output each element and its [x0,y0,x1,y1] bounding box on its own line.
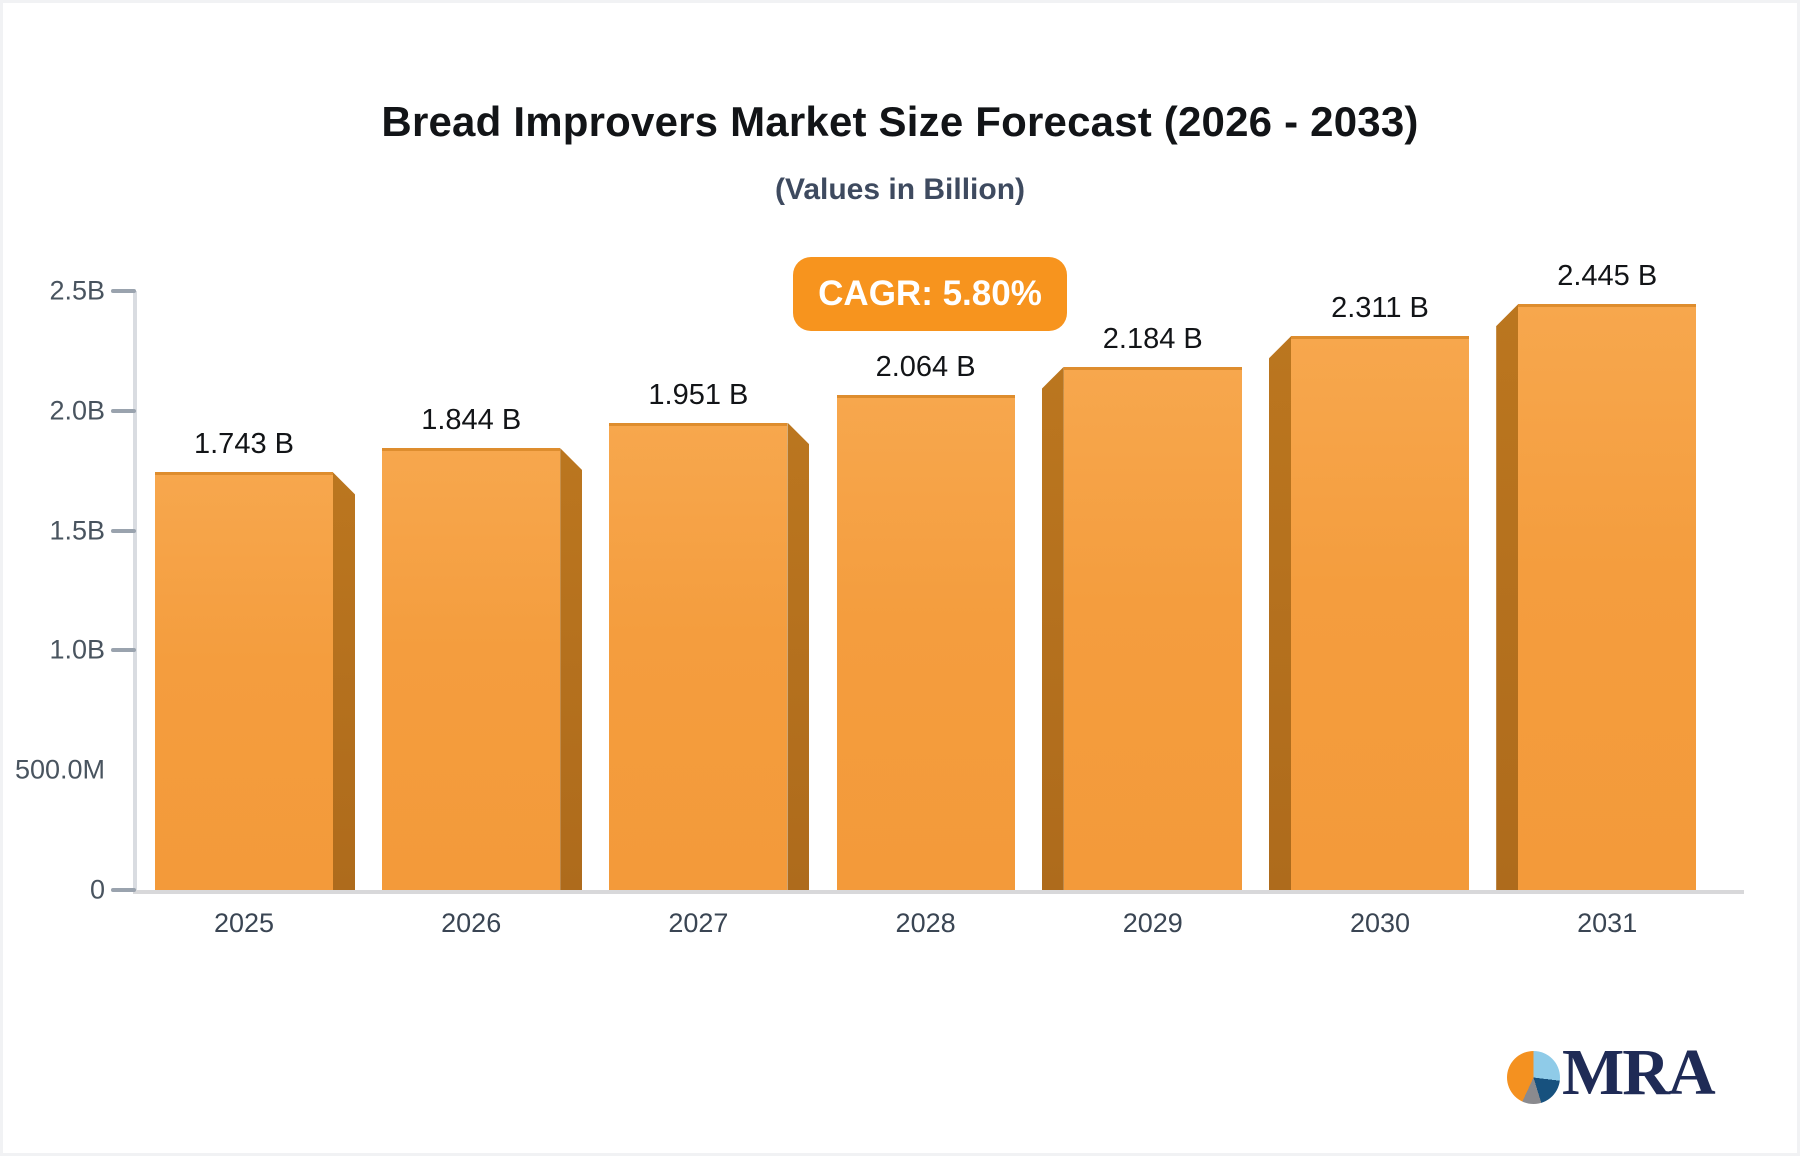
x-tick-label: 2028 [895,908,956,938]
bar-face [836,395,1015,890]
bar-side-shadow [1496,304,1519,890]
y-tick-dash [111,648,136,653]
bar-face [155,472,333,890]
y-tick-label: 2.0B [49,395,105,426]
y-tick-label: 0 [89,874,105,905]
bar-side-shadow [1041,366,1064,890]
bar-face [382,448,561,890]
y-axis-line [133,291,137,894]
x-tick-label: 2025 [213,908,275,938]
y-tick-label: 2.5B [49,275,105,306]
mra-logo-text: MRA [1562,1036,1716,1109]
mra-logo-pie-icon [1507,1050,1560,1104]
bar-value-label: 2.184 B [1102,322,1203,355]
x-tick-label: 2030 [1349,908,1411,938]
x-tick-label: 2029 [1122,908,1183,938]
bar-face [1518,304,1697,890]
chart-title: Bread Improvers Market Size Forecast (20… [381,98,1419,145]
bar-value-label: 1.844 B [421,404,522,437]
bar-side-shadow [333,472,355,890]
y-tick-dash [111,888,136,892]
bar-value-label: 2.445 B [1557,260,1658,293]
y-tick-dash [111,408,136,413]
mra-logo: MRA [1507,1033,1716,1113]
x-axis-line [133,890,1744,894]
y-tick-label: 1.5B [49,515,105,546]
bar-face [1063,366,1242,890]
bar-face [609,422,788,890]
bar-side-shadow [560,448,583,890]
x-tick-label: 2027 [668,908,729,938]
bar-value-label: 1.951 B [648,378,749,411]
cagr-badge: CAGR: 5.80% [793,257,1067,331]
y-tick-label: 1.0B [49,634,105,665]
y-tick-dash [111,289,136,293]
bar-side-shadow [1269,336,1291,890]
bar-face [1291,336,1469,890]
bar-side-shadow [787,422,810,890]
chart-subtitle: (Values in Billion) [774,173,1026,206]
y-tick-label: 500.0M [14,754,105,785]
x-tick-label: 2026 [441,908,502,938]
bar-value-label: 1.743 B [194,428,294,461]
y-tick-dash [111,528,136,533]
x-tick-label: 2031 [1577,908,1638,938]
bar-value-label: 2.064 B [875,351,976,384]
bar-value-label: 2.311 B [1331,292,1429,325]
